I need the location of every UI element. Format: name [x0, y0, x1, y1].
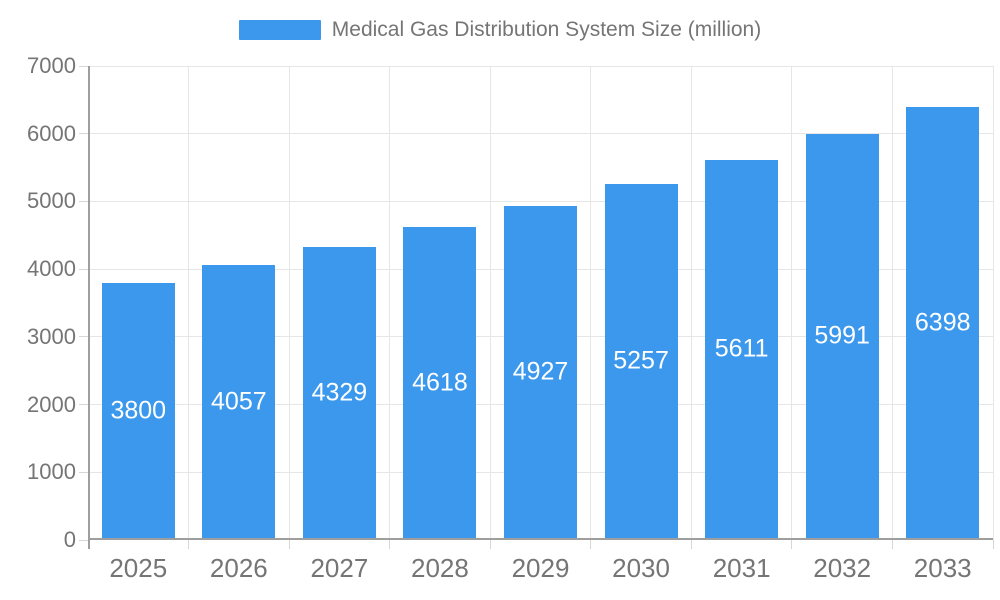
x-axis-line: [88, 538, 993, 540]
y-axis-tick-label: 1000: [27, 459, 76, 485]
bar-2027[interactable]: 4329: [302, 247, 376, 538]
y-axis-tick: [79, 200, 88, 202]
bar-2031[interactable]: 5611: [705, 160, 779, 538]
bar-value-label: 5611: [714, 334, 769, 363]
y-axis-labels: 0 1000 2000 3000 4000 5000 6000 7000: [0, 53, 76, 552]
bar-2033[interactable]: 6398: [906, 107, 980, 538]
x-axis-tick: [389, 540, 391, 549]
gridline-vertical: [992, 66, 994, 540]
y-axis-tick: [79, 268, 88, 270]
x-axis-tick-label: 2032: [813, 553, 872, 583]
x-axis-tick-label: 2031: [712, 553, 771, 583]
x-axis-tick: [489, 540, 491, 549]
y-axis-tick: [79, 65, 88, 67]
bar-2032[interactable]: 5991: [805, 134, 879, 538]
bar-value-label: 4927: [512, 357, 569, 386]
x-axis-tick-label: 2033: [913, 553, 972, 583]
bar-value-label: 4057: [211, 387, 267, 415]
gridline-vertical: [188, 66, 190, 540]
legend-label: Medical Gas Distribution System Size (mi…: [331, 18, 762, 41]
y-axis-tick-label: 3000: [27, 323, 76, 349]
x-axis-tick-label: 2029: [511, 553, 570, 583]
y-axis-tick: [79, 471, 88, 473]
x-axis-tick: [690, 540, 692, 549]
gridline-vertical: [288, 66, 290, 540]
gridline-vertical: [389, 66, 391, 540]
y-axis-line: [88, 66, 90, 549]
bar-value-label: 4329: [311, 378, 368, 406]
gridline-vertical: [590, 66, 592, 540]
x-axis-tick: [590, 540, 592, 549]
y-axis-tick: [79, 133, 88, 135]
gridline-horizontal: [88, 200, 993, 202]
x-axis-tick: [288, 540, 290, 549]
x-axis-tick-label: 2030: [612, 553, 670, 583]
x-axis-tick-label: 2027: [310, 553, 369, 583]
bar-2028[interactable]: 4618: [403, 227, 477, 538]
y-axis-tick-label: 0: [63, 527, 76, 552]
y-axis-tick-label: 2000: [27, 391, 76, 417]
y-axis-tick-label: 7000: [27, 53, 76, 78]
y-axis-tick-label: 6000: [27, 120, 76, 146]
gridline-vertical: [791, 66, 793, 540]
y-axis-tick-label: 5000: [27, 188, 76, 214]
y-axis-tick: [79, 404, 88, 406]
legend-swatch: [238, 20, 321, 40]
x-axis-tick: [188, 540, 190, 549]
bar-value-label: 5257: [613, 346, 669, 375]
bar-2026[interactable]: 4057: [202, 265, 276, 538]
bar-value-label: 3800: [110, 396, 167, 424]
y-axis-tick: [79, 336, 88, 338]
legend-item[interactable]: Medical Gas Distribution System Size (mi…: [0, 16, 1000, 44]
x-axis-tick: [992, 540, 994, 549]
x-axis-tick-label: 2025: [109, 553, 168, 583]
y-axis-tick: [79, 539, 88, 541]
gridline-horizontal: [88, 65, 993, 67]
bar-value-label: 6398: [914, 308, 971, 336]
gridline-vertical: [690, 66, 692, 540]
gridline-horizontal: [88, 133, 993, 135]
x-axis-tick-label: 2028: [411, 553, 469, 583]
x-axis-tick-label: 2026: [209, 553, 268, 583]
bar-value-label: 5991: [814, 321, 870, 350]
x-axis-tick: [791, 540, 793, 549]
bar-2030[interactable]: 5257: [604, 184, 678, 538]
x-axis-tick: [891, 540, 893, 549]
y-axis-tick-label: 4000: [27, 256, 76, 282]
x-axis-labels: 2025 2026 2027 2028 2029 2030 2031 2032 2033: [88, 551, 993, 583]
plot-area: 3800 4057 4329 4618 4927 5257 5611 5991 6398: [79, 65, 994, 549]
bar-2029[interactable]: 4927: [504, 206, 577, 538]
bar-2025[interactable]: 3800: [101, 283, 175, 538]
gridline-vertical: [489, 66, 491, 540]
gridline-vertical: [891, 66, 893, 540]
bar-value-label: 4618: [412, 368, 468, 396]
